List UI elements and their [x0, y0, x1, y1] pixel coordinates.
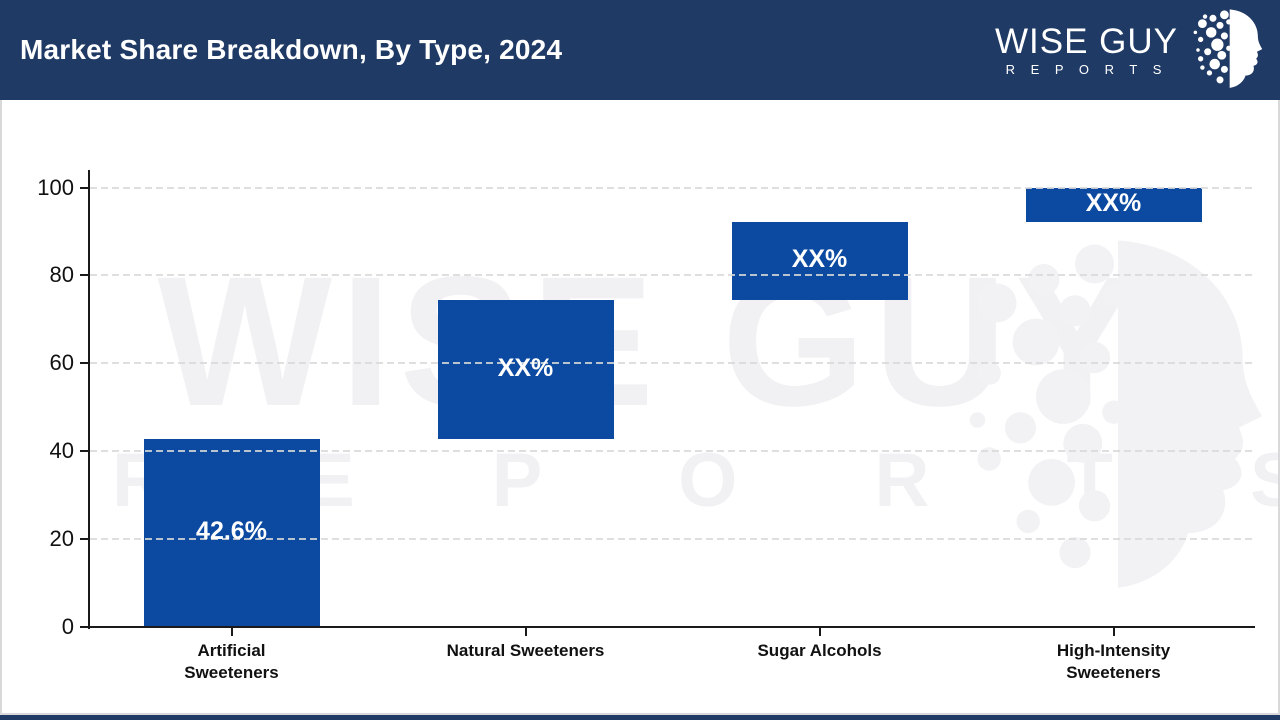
logo-wordmark: WISE GUY	[994, 21, 1178, 61]
bar-artificial-sweeteners	[143, 439, 320, 627]
footer-bar	[0, 715, 1280, 720]
x-tickmark-3	[1112, 628, 1115, 636]
page-title: Market Share Breakdown, By Type, 2024	[20, 34, 563, 65]
y-tickmark-60	[80, 362, 88, 365]
bar-value-label: 42.6%	[196, 516, 267, 545]
y-tickmark-100	[80, 186, 88, 189]
y-tick-label-20: 20	[49, 525, 74, 551]
bar-value-label: XX%	[791, 244, 848, 273]
x-category-label: High-Intensity Sweeteners	[1056, 641, 1171, 683]
x-category-label: Artificial Sweeteners	[184, 641, 279, 683]
x-tickmark-0	[230, 628, 233, 636]
wiseguy-logo: WISE GUY R E P O R T S	[995, 6, 1266, 94]
x-tickmark-2	[818, 628, 821, 636]
y-tickmark-40	[80, 449, 88, 452]
gridline-80	[90, 274, 1255, 277]
gridline-40	[90, 449, 1255, 452]
bar-natural-sweeteners	[437, 299, 614, 440]
x-category-label: Natural Sweeteners	[446, 641, 605, 660]
gridline-100	[90, 186, 1255, 189]
logo-text: WISE GUY R E P O R T S	[995, 24, 1178, 77]
bar-sugar-alcohols	[731, 221, 908, 300]
header-bar: Market Share Breakdown, By Type, 2024 WI…	[0, 0, 1280, 100]
bar-high-intensity-sweeteners	[1025, 187, 1202, 222]
gridline-20	[90, 537, 1255, 540]
x-category-label: Sugar Alcohols	[757, 641, 882, 660]
plot: 0 20 40 60 80 100 42.6% Artificial Sweeteners XX…	[2, 100, 1278, 713]
bar-value-label: XX%	[1085, 188, 1142, 217]
chart-area: WISE GUY R E P O R T S 0 20 40 60 80 100 42.6%…	[0, 100, 1280, 715]
logo-subtext: R E P O R T S	[1005, 61, 1168, 77]
gridline-60	[90, 362, 1255, 365]
y-tick-label-40: 40	[49, 437, 74, 463]
y-tickmark-80	[80, 274, 88, 277]
y-tick-label-100: 100	[37, 174, 74, 200]
y-tickmark-0	[80, 625, 88, 628]
bar-value-label: XX%	[497, 353, 554, 382]
logo-head-icon	[1193, 9, 1263, 88]
x-axis-line	[88, 626, 1255, 628]
y-tick-label-60: 60	[49, 350, 74, 376]
y-tick-label-0: 0	[61, 613, 74, 639]
y-tick-label-80: 80	[49, 262, 74, 288]
y-tickmark-20	[80, 537, 88, 540]
x-tickmark-1	[524, 628, 527, 636]
y-axis-line	[88, 170, 90, 629]
